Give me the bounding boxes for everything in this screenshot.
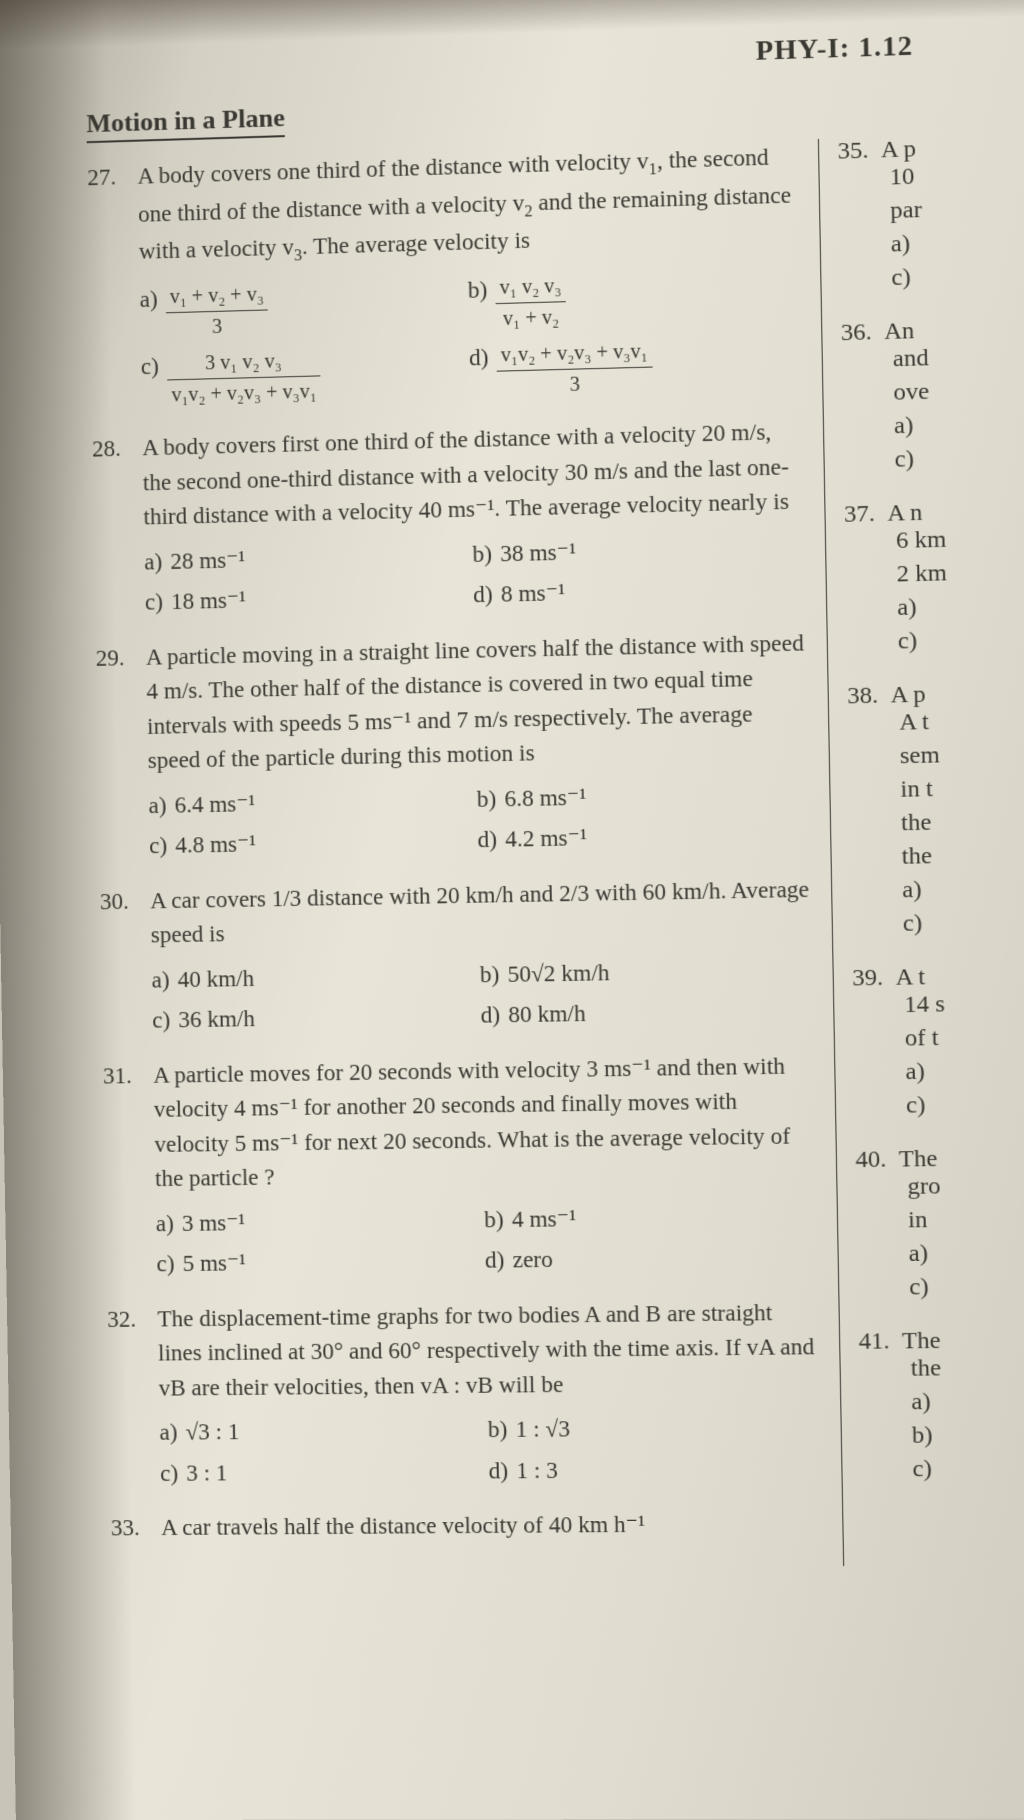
question-number: 30. (100, 884, 153, 1045)
question-text: A body covers one third of the distance … (137, 140, 799, 274)
textbook-page: PHY-I: 1.12 Motion in a Plane 27. A body… (0, 0, 1024, 1820)
option-d: d)1 : 3 (488, 1451, 821, 1488)
option-a: a)28 ms⁻¹ (144, 537, 473, 579)
option-a: a)√3 : 1 (159, 1413, 488, 1450)
options: a)28 ms⁻¹ b)38 ms⁻¹ c)18 ms⁻¹ d)8 ms⁻¹ (144, 530, 806, 627)
question-text: A car travels half the distance velocity… (161, 1507, 822, 1546)
question-text: The displacement-time graphs for two bod… (157, 1295, 819, 1406)
question-32: 32. The displacement-time graphs for two… (107, 1295, 821, 1497)
option-b: b)1 : √3 (488, 1410, 821, 1448)
question-30: 30. A car covers 1/3 distance with 20 km… (100, 872, 813, 1045)
right-q38: 38.A p A t sem in t the the a) c) (847, 680, 987, 939)
option-a: a)6.4 ms⁻¹ (148, 782, 477, 823)
option-d: d)80 km/h (480, 993, 813, 1033)
option-d: d)4.2 ms⁻¹ (477, 817, 810, 858)
option-c: c)18 ms⁻¹ (145, 578, 474, 620)
question-27: 27. A body covers one third of the dista… (87, 140, 802, 419)
right-q39: 39.A t 14 s of t a) c) (852, 963, 990, 1120)
question-body: A particle moving in a straight line cov… (146, 626, 810, 870)
question-text: A particle moving in a straight line cov… (146, 626, 809, 779)
options: a)√3 : 1 b)1 : √3 c)3 : 1 d)1 : 3 (159, 1410, 821, 1497)
option-b: b)38 ms⁻¹ (472, 530, 805, 573)
option-a: a)40 km/h (151, 958, 480, 998)
option-c: c)4.8 ms⁻¹ (149, 823, 478, 864)
section-title: Motion in a Plane (86, 103, 285, 143)
option-c: c) 3 v₁ v₂ v₃v₁v₂ + v₂v₃ + v₃v₁ (141, 341, 470, 411)
right-column: 35.A p 10 par a) c) 36.An and ove a) c) … (818, 134, 998, 1566)
question-number: 33. (111, 1511, 162, 1556)
right-q37: 37.A n 6 km 2 km a) c) (844, 498, 982, 656)
option-c: c)36 km/h (152, 999, 481, 1039)
option-d: d)zero (485, 1240, 818, 1279)
question-28: 28. A body covers first one third of the… (92, 414, 806, 627)
question-number: 27. (87, 160, 142, 419)
question-body: A body covers first one third of the dis… (142, 414, 806, 626)
question-29: 29. A particle moving in a straight line… (95, 626, 810, 871)
option-b: b)6.8 ms⁻¹ (477, 776, 810, 817)
right-q36: 36.An and ove a) c) (841, 316, 979, 475)
question-body: A car travels half the distance velocity… (161, 1507, 822, 1556)
option-d: d) v₁v₂ + v₂v₃ + v₃v₁3 (469, 332, 802, 403)
right-q41: 41.The the a) b) c) (858, 1327, 996, 1484)
option-a: a) v₁ + v₂ + v₃3 (139, 274, 468, 344)
question-text: A car covers 1/3 distance with 20 km/h a… (150, 872, 812, 953)
question-body: A body covers one third of the distance … (137, 140, 802, 418)
right-q35: 35.A p 10 par a) c) (837, 134, 975, 293)
question-body: The displacement-time graphs for two bod… (157, 1295, 821, 1497)
options: a)6.4 ms⁻¹ b)6.8 ms⁻¹ c)4.8 ms⁻¹ d)4.2 m… (148, 776, 810, 870)
content-columns: 27. A body covers one third of the dista… (87, 133, 1023, 1570)
option-b: b)50√2 km/h (480, 952, 813, 992)
question-number: 31. (103, 1058, 157, 1288)
option-b: b)4 ms⁻¹ (484, 1199, 817, 1238)
options: a)40 km/h b)50√2 km/h c)36 km/h d)80 km/… (151, 952, 813, 1044)
option-d: d)8 ms⁻¹ (473, 571, 806, 613)
question-text: A body covers first one third of the dis… (142, 414, 804, 535)
right-q40: 40.The gro in a) c) (855, 1145, 993, 1302)
option-c: c)5 ms⁻¹ (156, 1244, 485, 1282)
option-a: a)3 ms⁻¹ (156, 1203, 485, 1242)
option-b: b) v₁ v₂ v₃v₁ + v₂ (468, 264, 801, 335)
options: a) v₁ + v₂ + v₃3 b) v₁ v₂ v₃v₁ + v₂ c) 3… (139, 264, 802, 417)
question-body: A car covers 1/3 distance with 20 km/h a… (150, 872, 813, 1044)
question-body: A particle moves for 20 seconds with vel… (153, 1049, 818, 1288)
question-number: 28. (92, 431, 146, 627)
question-text: A particle moves for 20 seconds with vel… (153, 1049, 816, 1197)
option-c: c)3 : 1 (160, 1454, 489, 1491)
question-31: 31. A particle moves for 20 seconds with… (103, 1049, 818, 1289)
question-33: 33. A car travels half the distance velo… (111, 1507, 823, 1557)
question-number: 29. (95, 640, 149, 870)
options: a)3 ms⁻¹ b)4 ms⁻¹ c)5 ms⁻¹ d)zero (156, 1199, 818, 1288)
left-column: 27. A body covers one third of the dista… (87, 139, 843, 1570)
question-number: 32. (107, 1302, 161, 1497)
